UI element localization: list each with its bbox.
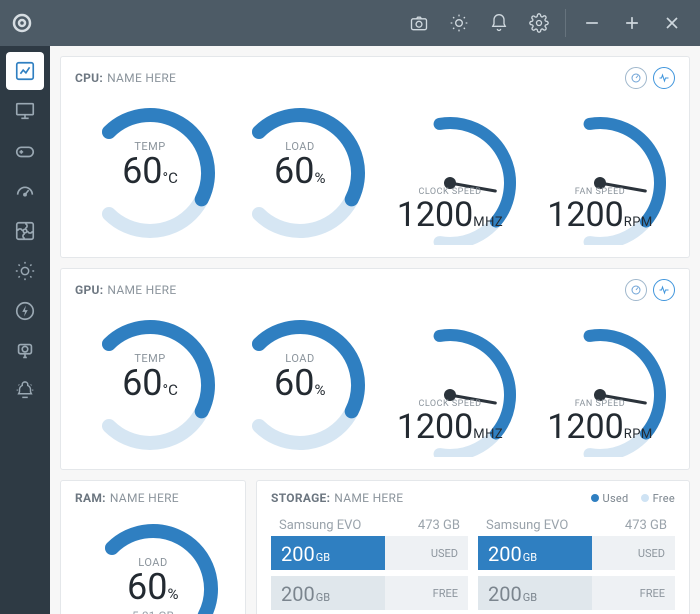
ram-load-sub: 5.01 GB	[78, 609, 228, 614]
ram-load-gauge: LOAD 60% 5.01 GB	[78, 511, 228, 614]
gpu-temp-gauge: TEMP 60°C	[75, 307, 225, 457]
app-logo-icon	[10, 11, 34, 35]
drive-used-unit: GB	[316, 551, 330, 564]
drive-used-value: 200	[488, 542, 522, 566]
ram-card: RAM: NAME HERE LOAD 60% 5.01 GB	[60, 480, 246, 614]
cpu-activity-icon[interactable]	[653, 67, 675, 89]
cpu-load-value: 60	[274, 150, 314, 192]
gpu-name: NAME HERE	[107, 283, 176, 297]
close-button[interactable]	[652, 0, 692, 46]
gpu-clock-unit: MHZ	[473, 427, 503, 442]
drive-used-label: USED	[385, 536, 468, 570]
titlebar-divider	[565, 9, 566, 37]
drive-free-label: FREE	[385, 576, 468, 610]
drive-used-bar: 200GB USED	[271, 536, 468, 570]
drive-used-bar: 200GB USED	[478, 536, 675, 570]
sidebar-item-camera[interactable]	[6, 332, 44, 370]
drive-free-unit: GB	[316, 591, 330, 604]
drive-name: Samsung EVO	[486, 518, 568, 533]
ram-label: RAM:	[75, 491, 106, 505]
maximize-button[interactable]	[612, 0, 652, 46]
sidebar-item-alert[interactable]	[6, 372, 44, 410]
storage-legend: Used Free	[591, 492, 675, 505]
ram-load-value: 60	[127, 566, 167, 608]
storage-card: STORAGE: NAME HERE Used Free Samsung EVO…	[256, 480, 690, 614]
gpu-load-value: 60	[274, 362, 314, 404]
sidebar-item-power[interactable]	[6, 292, 44, 330]
gpu-fan-value: 1200	[547, 407, 623, 447]
cpu-fan-gauge: FAN SPEED 1200RPM	[525, 95, 675, 245]
cpu-load-unit: %	[314, 169, 326, 187]
gpu-fan-gauge: FAN SPEED 1200RPM	[525, 307, 675, 457]
screenshot-button[interactable]	[399, 0, 439, 46]
drive-free-label: FREE	[592, 576, 675, 610]
storage-grid: Samsung EVO 473 GB 200GB USED 200GB FREE…	[271, 515, 675, 610]
gpu-card: GPU: NAME HERE TEMP 60°C LOAD 60%	[60, 268, 690, 470]
cpu-load-gauge: LOAD 60%	[225, 95, 375, 245]
gpu-clock-gauge: CLOCK SPEED 1200MHZ	[375, 307, 525, 457]
gpu-temp-unit: °C	[163, 381, 178, 399]
sidebar-item-fan[interactable]	[6, 212, 44, 250]
legend-used: Used	[603, 492, 629, 505]
drive-capacity: 473 GB	[625, 518, 667, 533]
minimize-button[interactable]	[572, 0, 612, 46]
sidebar-item-performance[interactable]	[6, 172, 44, 210]
drive-free-bar: 200GB FREE	[478, 576, 675, 610]
gpu-pin-icon[interactable]	[625, 279, 647, 301]
cpu-temp-value: 60	[122, 150, 162, 192]
drive-free-unit: GB	[523, 591, 537, 604]
gpu-clock-value: 1200	[397, 407, 473, 447]
drive-used-unit: GB	[523, 551, 537, 564]
drive-free-value: 200	[488, 582, 522, 606]
gpu-label: GPU:	[75, 283, 103, 297]
cpu-clock-gauge: CLOCK SPEED 1200MHZ	[375, 95, 525, 245]
drive-used-value: 200	[281, 542, 315, 566]
cpu-fan-value: 1200	[547, 195, 623, 235]
sidebar-item-gaming[interactable]	[6, 132, 44, 170]
cpu-name: NAME HERE	[107, 71, 176, 85]
storage-label: STORAGE:	[271, 491, 330, 505]
cpu-clock-value: 1200	[397, 195, 473, 235]
gpu-load-unit: %	[314, 381, 326, 399]
drive-header: Samsung EVO 473 GB	[478, 515, 675, 536]
legend-free: Free	[653, 492, 675, 505]
cpu-temp-unit: °C	[163, 169, 178, 187]
legend-used-dot	[591, 494, 599, 502]
settings-button[interactable]	[519, 0, 559, 46]
gpu-load-gauge: LOAD 60%	[225, 307, 375, 457]
sidebar-item-display[interactable]	[6, 92, 44, 130]
drive-header: Samsung EVO 473 GB	[271, 515, 468, 536]
notifications-button[interactable]	[479, 0, 519, 46]
gpu-activity-icon[interactable]	[653, 279, 675, 301]
gpu-fan-unit: RPM	[624, 427, 653, 442]
gpu-temp-value: 60	[122, 362, 162, 404]
sidebar	[0, 46, 50, 614]
drive-used-label: USED	[592, 536, 675, 570]
cpu-pin-icon[interactable]	[625, 67, 647, 89]
storage-name: NAME HERE	[334, 491, 403, 505]
sidebar-item-dashboard[interactable]	[6, 52, 44, 90]
cpu-temp-gauge: TEMP 60°C	[75, 95, 225, 245]
main-content: CPU: NAME HERE TEMP 60°C LOAD 60%	[50, 46, 700, 614]
ram-name: NAME HERE	[110, 491, 179, 505]
sidebar-item-lighting[interactable]	[6, 252, 44, 290]
theme-button[interactable]	[439, 0, 479, 46]
cpu-card: CPU: NAME HERE TEMP 60°C LOAD 60%	[60, 56, 690, 258]
drive-free-value: 200	[281, 582, 315, 606]
cpu-label: CPU:	[75, 71, 103, 85]
cpu-fan-unit: RPM	[624, 215, 653, 230]
ram-load-unit: %	[167, 585, 179, 603]
cpu-clock-unit: MHZ	[473, 215, 503, 230]
titlebar	[0, 0, 700, 46]
drive-capacity: 473 GB	[418, 518, 460, 533]
legend-free-dot	[641, 494, 649, 502]
drive-name: Samsung EVO	[279, 518, 361, 533]
drive-free-bar: 200GB FREE	[271, 576, 468, 610]
